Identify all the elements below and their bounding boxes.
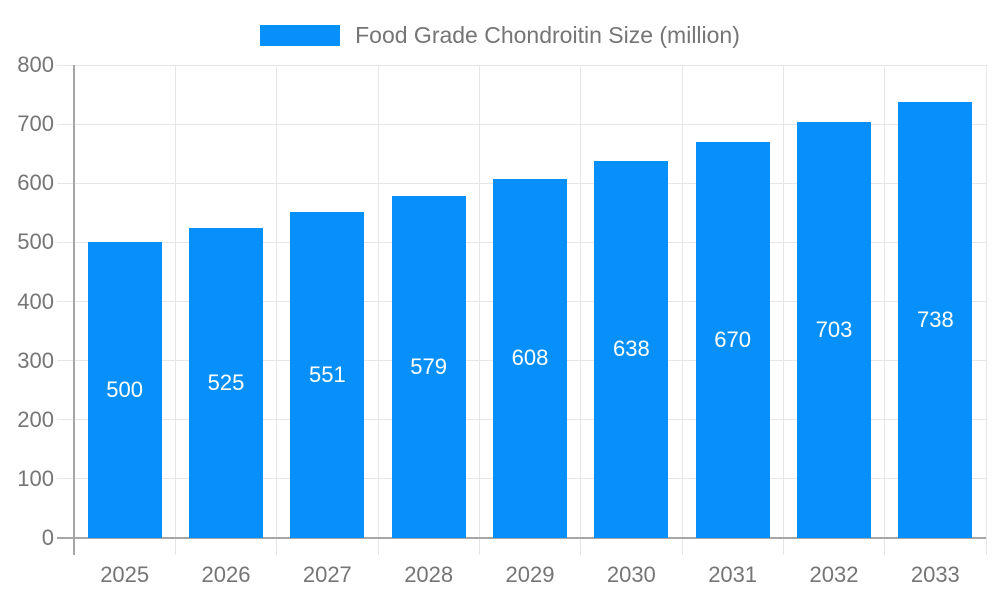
bar-2029	[493, 178, 567, 538]
bar-value-label-2025: 500	[106, 377, 144, 403]
y-axis-line	[73, 65, 75, 555]
y-tick-label-300: 300	[17, 347, 54, 373]
plot-area: 500 525 551 579 608 638 670 703 738	[57, 64, 987, 555]
x-tick-label-2025: 2025	[100, 562, 150, 587]
gridline-x-9	[985, 65, 987, 555]
y-tick-label-400: 400	[17, 288, 54, 314]
bar-2030	[594, 160, 669, 538]
x-tick-label-2031: 2031	[708, 562, 758, 587]
legend-label: Food Grade Chondroitin Size (million)	[355, 21, 740, 48]
y-tick-label-500: 500	[17, 229, 54, 255]
bar-value-label-2033: 738	[916, 306, 954, 332]
gridline-x-8	[884, 65, 886, 555]
y-tick-label-200: 200	[17, 406, 54, 432]
y-tick-label-800: 800	[17, 52, 54, 77]
legend-swatch	[260, 24, 341, 46]
bar-2025	[87, 242, 162, 538]
bar-2028	[391, 195, 466, 538]
gridline-y-800	[57, 64, 986, 66]
gridline-x-1	[174, 65, 176, 555]
x-tick-label-2033: 2033	[910, 562, 960, 587]
x-axis-line	[57, 537, 986, 539]
y-tick-label-0: 0	[41, 525, 54, 550]
gridline-x-4	[478, 65, 480, 555]
chart-legend[interactable]: Food Grade Chondroitin Size (million)	[0, 18, 1000, 52]
gridline-x-5	[580, 65, 582, 555]
bar-value-label-2031: 670	[714, 326, 752, 352]
x-tick-label-2027: 2027	[302, 562, 352, 587]
gridline-x-6	[681, 65, 683, 555]
y-tick-label-700: 700	[17, 111, 54, 137]
x-tick-label-2028: 2028	[404, 562, 454, 587]
y-tick-label-600: 600	[17, 170, 54, 196]
bar-2026	[189, 227, 263, 538]
bar-2032	[797, 122, 871, 538]
bar-value-label-2030: 638	[612, 336, 650, 362]
bar-value-label-2026: 525	[207, 369, 245, 395]
y-tick-label-100: 100	[17, 465, 54, 491]
bar-value-label-2027: 551	[308, 362, 346, 388]
x-tick-label-2026: 2026	[201, 562, 251, 587]
gridline-x-3	[377, 65, 379, 555]
bar-value-label-2029: 608	[511, 345, 549, 371]
x-tick-label-2029: 2029	[505, 562, 555, 587]
gridline-x-2	[276, 65, 278, 555]
bar-value-label-2028: 579	[410, 353, 448, 379]
bar-2031	[695, 141, 770, 538]
x-tick-label-2032: 2032	[809, 562, 859, 587]
gridline-x-7	[782, 65, 784, 555]
gridline-y-700	[57, 123, 986, 125]
bar-2027	[290, 212, 365, 538]
x-tick-label-2030: 2030	[606, 562, 656, 587]
bar-value-label-2032: 703	[815, 317, 853, 343]
bar-2033	[898, 101, 973, 538]
